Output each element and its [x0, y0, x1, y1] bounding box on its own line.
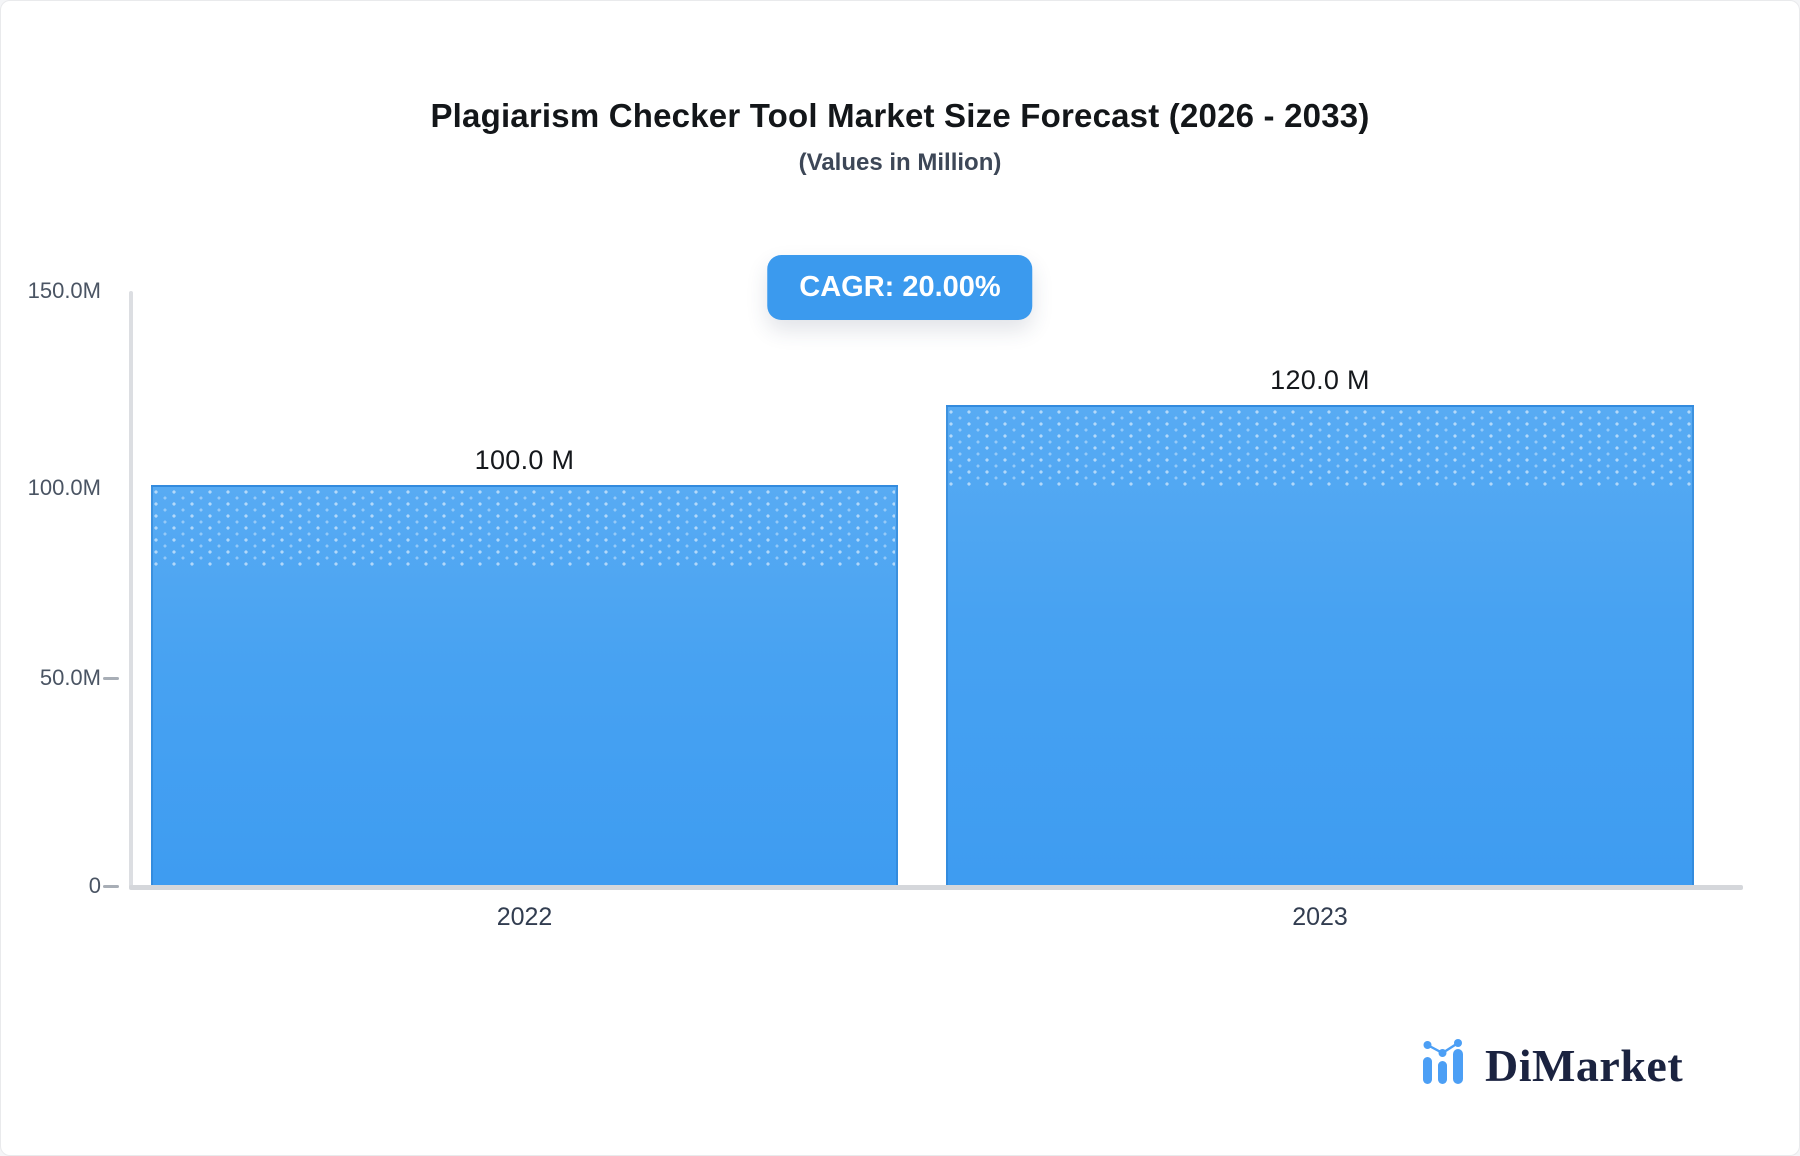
y-axis-label-150: 150.0M [27, 278, 101, 303]
x-axis-baseline [129, 885, 1743, 890]
cagr-badge: CAGR: 20.00% [767, 255, 1033, 320]
chart-subtitle: (Values in Million) [798, 149, 1002, 176]
bar-group-2022: 100.0 M [151, 285, 898, 885]
bar-value-label: 100.0 M [474, 445, 575, 475]
y-axis-line [129, 291, 133, 889]
x-axis-label-2022: 2022 [496, 903, 553, 931]
chart-title: Plagiarism Checker Tool Market Size Fore… [430, 97, 1370, 134]
brand-logo-text: DiMarket [1485, 1040, 1684, 1091]
y-axis-label-50: 50.0M [39, 665, 101, 690]
bar-value-label: 120.0 M [1270, 365, 1370, 395]
brand-logo: DiMarket [1421, 1035, 1683, 1092]
bar-2022[interactable] [151, 485, 898, 885]
plot-area: 100.0 M 120.0 M [135, 285, 1743, 885]
y-axis-tick [103, 677, 119, 680]
x-axis-label-2023: 2023 [1292, 903, 1348, 931]
y-axis-label-100: 100.0M [27, 475, 101, 500]
bar-2023[interactable] [946, 405, 1694, 885]
y-axis-label-0: 0 [88, 873, 101, 898]
bar-chart-logo-icon [1421, 1035, 1471, 1092]
bar-group-2023: 120.0 M [946, 285, 1694, 885]
y-axis-tick [103, 885, 119, 888]
